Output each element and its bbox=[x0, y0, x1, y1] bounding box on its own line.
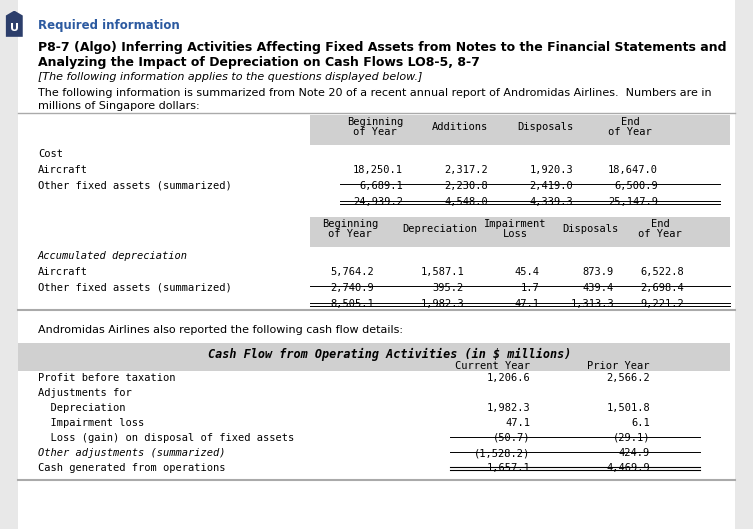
Text: End: End bbox=[651, 219, 669, 229]
Text: 8,505.1: 8,505.1 bbox=[331, 299, 374, 309]
Text: Aircraft: Aircraft bbox=[38, 267, 88, 277]
Text: 4,548.0: 4,548.0 bbox=[444, 197, 488, 207]
Text: Cash Flow from Operating Activities (in $ millions): Cash Flow from Operating Activities (in … bbox=[209, 348, 572, 361]
Text: Loss: Loss bbox=[502, 229, 528, 239]
Text: Cost: Cost bbox=[38, 149, 63, 159]
Text: of Year: of Year bbox=[608, 127, 652, 137]
Text: 1,587.1: 1,587.1 bbox=[420, 267, 464, 277]
Text: U: U bbox=[10, 23, 19, 33]
Bar bbox=[18, 217, 730, 311]
Text: 9,221.2: 9,221.2 bbox=[640, 299, 684, 309]
Text: 2,419.0: 2,419.0 bbox=[529, 181, 573, 191]
Bar bbox=[18, 343, 730, 371]
Text: Other fixed assets (summarized): Other fixed assets (summarized) bbox=[38, 181, 232, 191]
Text: (29.1): (29.1) bbox=[612, 433, 650, 443]
Text: Current Year: Current Year bbox=[455, 361, 530, 371]
Bar bbox=[18, 343, 730, 483]
Text: Impairment loss: Impairment loss bbox=[38, 418, 145, 428]
Text: 1,313.3: 1,313.3 bbox=[570, 299, 614, 309]
Text: of Year: of Year bbox=[353, 127, 397, 137]
Text: Analyzing the Impact of Depreciation on Cash Flows LO8-5, 8-7: Analyzing the Impact of Depreciation on … bbox=[38, 56, 480, 69]
Text: The following information is summarized from Note 20 of a recent annual report o: The following information is summarized … bbox=[38, 88, 712, 98]
Text: 6.1: 6.1 bbox=[631, 418, 650, 428]
Text: Andromidas Airlines also reported the following cash flow details:: Andromidas Airlines also reported the fo… bbox=[38, 325, 403, 335]
Text: 18,250.1: 18,250.1 bbox=[353, 165, 403, 175]
Text: 47.1: 47.1 bbox=[505, 418, 530, 428]
Text: 25,147.9: 25,147.9 bbox=[608, 197, 658, 207]
Text: Aircraft: Aircraft bbox=[38, 165, 88, 175]
Text: millions of Singapore dollars:: millions of Singapore dollars: bbox=[38, 101, 200, 111]
Bar bbox=[310, 217, 730, 247]
Text: of Year: of Year bbox=[638, 229, 682, 239]
Text: Depreciation: Depreciation bbox=[403, 224, 477, 234]
Bar bbox=[310, 115, 730, 145]
Text: 1,657.1: 1,657.1 bbox=[486, 463, 530, 473]
Text: 4,339.3: 4,339.3 bbox=[529, 197, 573, 207]
Text: 1,920.3: 1,920.3 bbox=[529, 165, 573, 175]
Text: Prior Year: Prior Year bbox=[587, 361, 650, 371]
Text: Loss (gain) on disposal of fixed assets: Loss (gain) on disposal of fixed assets bbox=[38, 433, 294, 443]
Text: 6,522.8: 6,522.8 bbox=[640, 267, 684, 277]
Text: End: End bbox=[620, 117, 639, 127]
Text: 1.7: 1.7 bbox=[520, 283, 539, 293]
Text: Depreciation: Depreciation bbox=[38, 403, 126, 413]
Text: [The following information applies to the questions displayed below.]: [The following information applies to th… bbox=[38, 72, 422, 82]
Polygon shape bbox=[6, 11, 23, 37]
Text: Profit before taxation: Profit before taxation bbox=[38, 373, 175, 383]
Text: 1,982.3: 1,982.3 bbox=[486, 403, 530, 413]
Text: 4,469.9: 4,469.9 bbox=[606, 463, 650, 473]
Text: Other adjustments (summarized): Other adjustments (summarized) bbox=[38, 448, 225, 458]
Text: Additions: Additions bbox=[432, 122, 488, 132]
Text: Adjustments for: Adjustments for bbox=[38, 388, 132, 398]
Text: 424.9: 424.9 bbox=[619, 448, 650, 458]
Text: (50.7): (50.7) bbox=[492, 433, 530, 443]
Text: 18,647.0: 18,647.0 bbox=[608, 165, 658, 175]
Text: 6,500.9: 6,500.9 bbox=[614, 181, 658, 191]
Text: 2,317.2: 2,317.2 bbox=[444, 165, 488, 175]
Text: P8-7 (Algo) Inferring Activities Affecting Fixed Assets from Notes to the Financ: P8-7 (Algo) Inferring Activities Affecti… bbox=[38, 41, 727, 54]
Text: (1,528.2): (1,528.2) bbox=[474, 448, 530, 458]
Text: Other fixed assets (summarized): Other fixed assets (summarized) bbox=[38, 283, 232, 293]
Text: Disposals: Disposals bbox=[517, 122, 573, 132]
Text: Disposals: Disposals bbox=[562, 224, 618, 234]
Text: 2,698.4: 2,698.4 bbox=[640, 283, 684, 293]
Text: Accumulated depreciation: Accumulated depreciation bbox=[38, 251, 188, 261]
Text: 439.4: 439.4 bbox=[583, 283, 614, 293]
Text: 45.4: 45.4 bbox=[514, 267, 539, 277]
Text: Cash generated from operations: Cash generated from operations bbox=[38, 463, 225, 473]
Bar bbox=[18, 115, 730, 209]
Text: 5,764.2: 5,764.2 bbox=[331, 267, 374, 277]
Text: 24,939.2: 24,939.2 bbox=[353, 197, 403, 207]
Text: 873.9: 873.9 bbox=[583, 267, 614, 277]
Text: 1,206.6: 1,206.6 bbox=[486, 373, 530, 383]
Text: Beginning: Beginning bbox=[347, 117, 403, 127]
Text: Beginning: Beginning bbox=[322, 219, 378, 229]
Text: 2,740.9: 2,740.9 bbox=[331, 283, 374, 293]
Text: Impairment: Impairment bbox=[483, 219, 546, 229]
Text: 1,982.3: 1,982.3 bbox=[420, 299, 464, 309]
Text: 2,230.8: 2,230.8 bbox=[444, 181, 488, 191]
Text: 395.2: 395.2 bbox=[433, 283, 464, 293]
Text: 47.1: 47.1 bbox=[514, 299, 539, 309]
Text: 6,689.1: 6,689.1 bbox=[359, 181, 403, 191]
Text: Required information: Required information bbox=[38, 19, 180, 32]
Text: 1,501.8: 1,501.8 bbox=[606, 403, 650, 413]
Text: of Year: of Year bbox=[328, 229, 372, 239]
Text: 2,566.2: 2,566.2 bbox=[606, 373, 650, 383]
